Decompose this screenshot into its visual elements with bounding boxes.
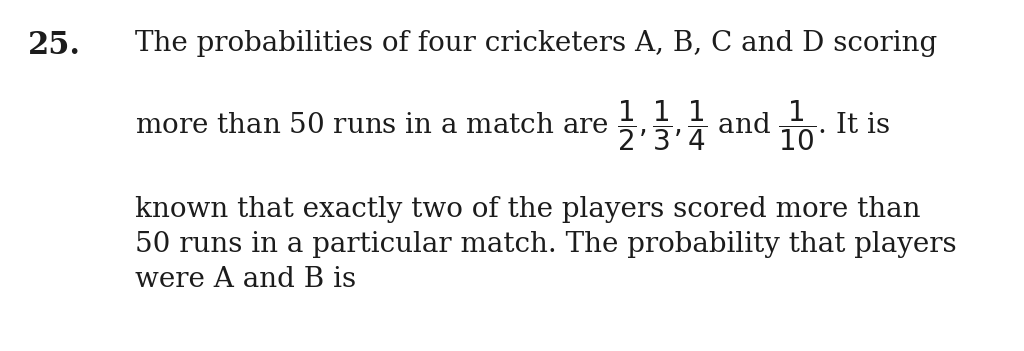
Text: known that exactly two of the players scored more than: known that exactly two of the players sc…: [135, 196, 921, 223]
Text: The probabilities of four cricketers A, B, C and D scoring: The probabilities of four cricketers A, …: [135, 30, 937, 57]
Text: 25.: 25.: [28, 30, 81, 61]
Text: more than 50 runs in a match are $\dfrac{1}{2}, \dfrac{1}{3}, \dfrac{1}{4}$ and : more than 50 runs in a match are $\dfrac…: [135, 99, 890, 153]
Text: were A and B is: were A and B is: [135, 266, 356, 293]
Text: 50 runs in a particular match. The probability that players: 50 runs in a particular match. The proba…: [135, 231, 956, 258]
